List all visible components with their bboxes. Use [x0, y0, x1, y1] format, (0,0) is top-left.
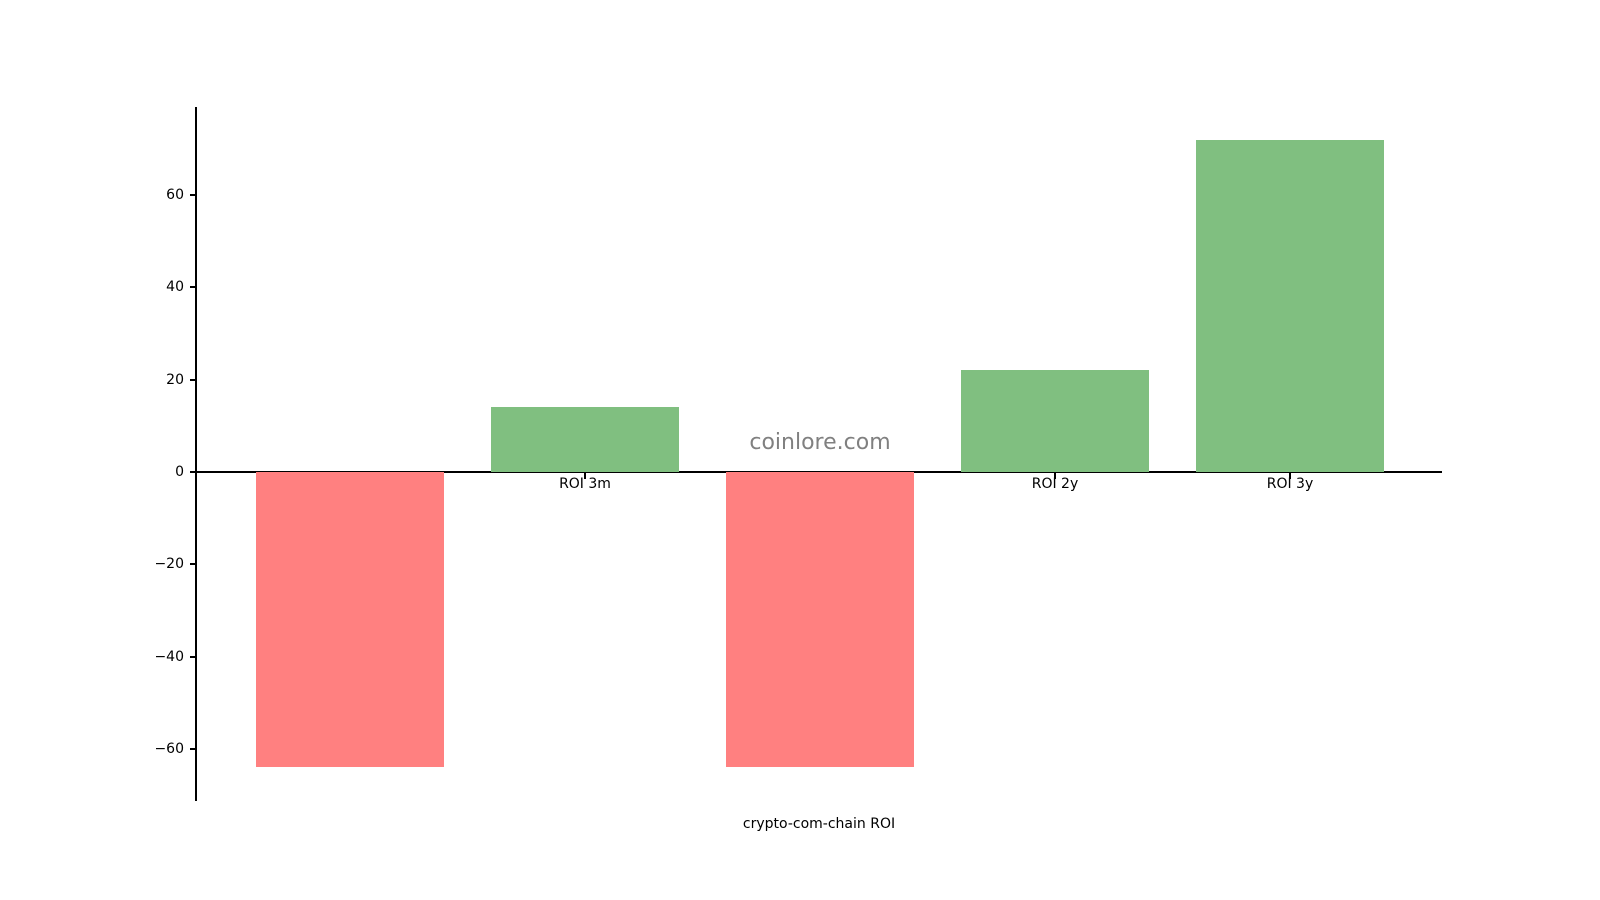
y-tick-label: −60 — [154, 740, 184, 757]
y-axis-spine — [195, 107, 197, 801]
bar-roi-2y — [961, 370, 1149, 472]
bar-roi-3y — [1196, 139, 1384, 472]
bar-roi-2 — [726, 472, 914, 768]
y-tick-mark — [190, 471, 196, 473]
y-tick-label: 0 — [175, 464, 184, 480]
y-tick-label: −20 — [154, 556, 184, 573]
y-tick-mark — [190, 655, 196, 658]
x-tick-label-roi-3y: ROI 3y — [1266, 476, 1314, 492]
chart-title: crypto-com-chain ROI — [742, 816, 896, 832]
y-tick-label: −40 — [154, 648, 184, 665]
x-tick-mark — [1289, 473, 1291, 479]
y-tick-mark — [190, 378, 196, 381]
y-tick-mark — [190, 747, 196, 750]
watermark-text: coinlore.com — [749, 430, 891, 455]
x-tick-mark — [584, 473, 586, 479]
x-tick-label-roi-2y: ROI 2y — [1031, 476, 1079, 492]
y-tick-label: 40 — [166, 279, 184, 296]
y-tick-mark — [190, 194, 196, 197]
y-tick-label: 20 — [166, 371, 184, 388]
x-tick-label-roi-3m: ROI 3m — [559, 476, 611, 492]
y-tick-label: 60 — [166, 187, 184, 204]
bar-roi-0 — [256, 472, 444, 768]
x-tick-mark — [1054, 473, 1056, 479]
y-tick-mark — [190, 286, 196, 289]
bar-roi-3m — [491, 407, 679, 472]
y-tick-mark — [190, 563, 196, 566]
